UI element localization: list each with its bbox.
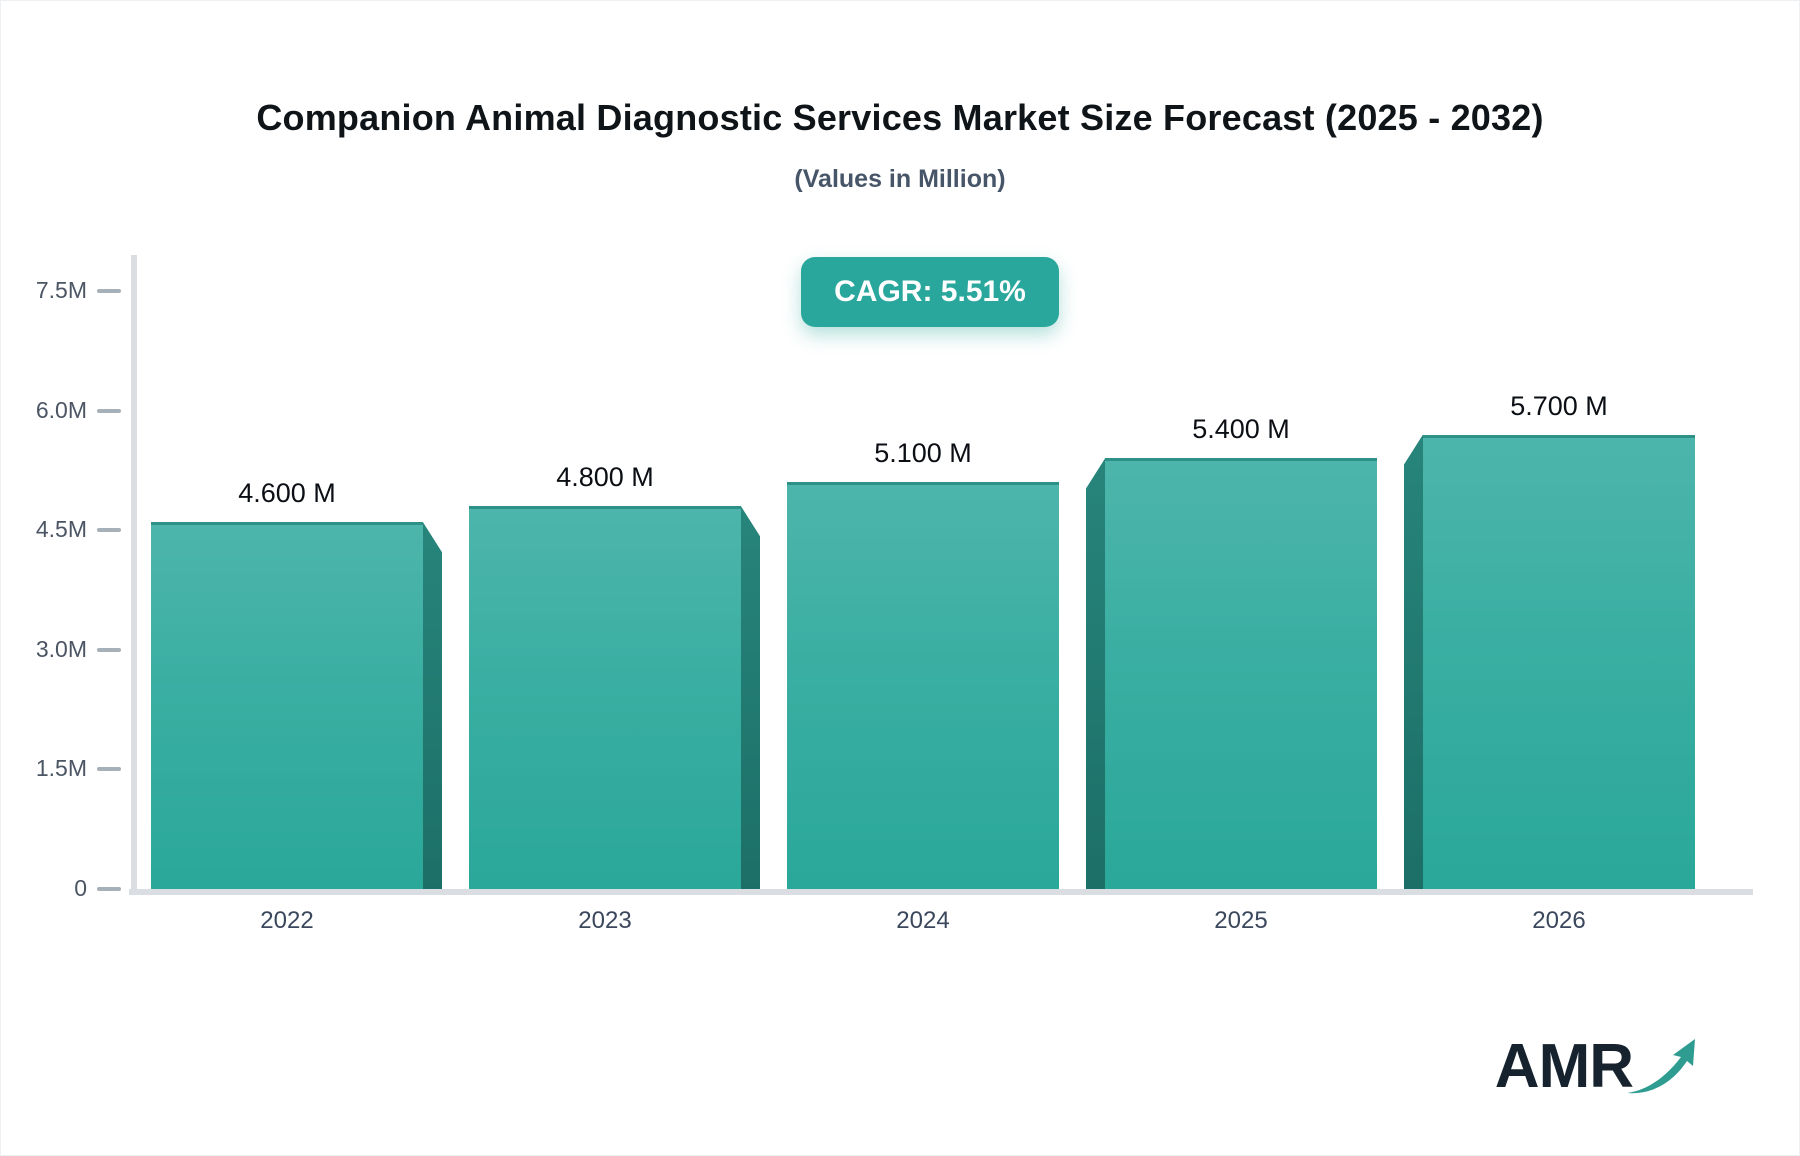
bar-2025: [1105, 458, 1377, 889]
bar-depth-face-2026: [1404, 434, 1423, 889]
bar-value-label: 4.600 M: [238, 478, 336, 509]
amr-logo-text: AMR: [1494, 1032, 1634, 1101]
cagr-badge: CAGR: 5.51%: [801, 257, 1059, 327]
y-tick-label: 7.5M: [35, 277, 87, 303]
x-axis-label-2025: 2025: [1214, 907, 1268, 934]
y-tick-label: 6.0M: [35, 396, 87, 423]
y-axis-line: [131, 255, 137, 895]
bar-value-label: 5.100 M: [874, 438, 972, 469]
x-axis-label-2024: 2024: [896, 907, 950, 934]
y-tick-mark: [97, 767, 121, 772]
y-tick-mark: [97, 887, 121, 891]
bar-depth-face-2025: [1086, 458, 1105, 889]
bar-depth-face-2022: [423, 522, 442, 889]
x-axis-label-2023: 2023: [578, 907, 632, 934]
bar-value-label: 5.400 M: [1192, 414, 1290, 445]
amr-logo: AMR: [1495, 1031, 1711, 1098]
chart-title: Companion Animal Diagnostic Services Mar…: [256, 97, 1544, 138]
y-tick-mark: [97, 647, 121, 652]
y-tick-label: 3.0M: [35, 635, 87, 662]
x-axis-baseline: [129, 889, 1753, 895]
bar-value-label: 5.700 M: [1510, 390, 1608, 421]
cagr-badge-label: CAGR: 5.51%: [834, 275, 1026, 308]
y-tick-label: 0: [74, 875, 87, 901]
bar-2024: [787, 482, 1059, 889]
y-tick-mark: [97, 289, 121, 293]
y-tick-label: 1.5M: [35, 755, 87, 782]
y-tick-mark: [97, 408, 121, 413]
x-axis-label-2026: 2026: [1532, 907, 1586, 934]
growth-arrow-icon: [1625, 1035, 1703, 1102]
bar-2023: [469, 506, 741, 889]
y-tick-mark: [97, 528, 121, 533]
bar-2026: [1423, 434, 1695, 889]
y-tick-label: 4.5M: [35, 516, 87, 543]
x-axis-label-2022: 2022: [260, 907, 314, 934]
chart-subtitle: (Values in Million): [794, 165, 1006, 193]
bar-depth-face-2023: [741, 506, 760, 889]
bar-value-label: 4.800 M: [556, 462, 654, 493]
bar-2022: [151, 522, 423, 889]
